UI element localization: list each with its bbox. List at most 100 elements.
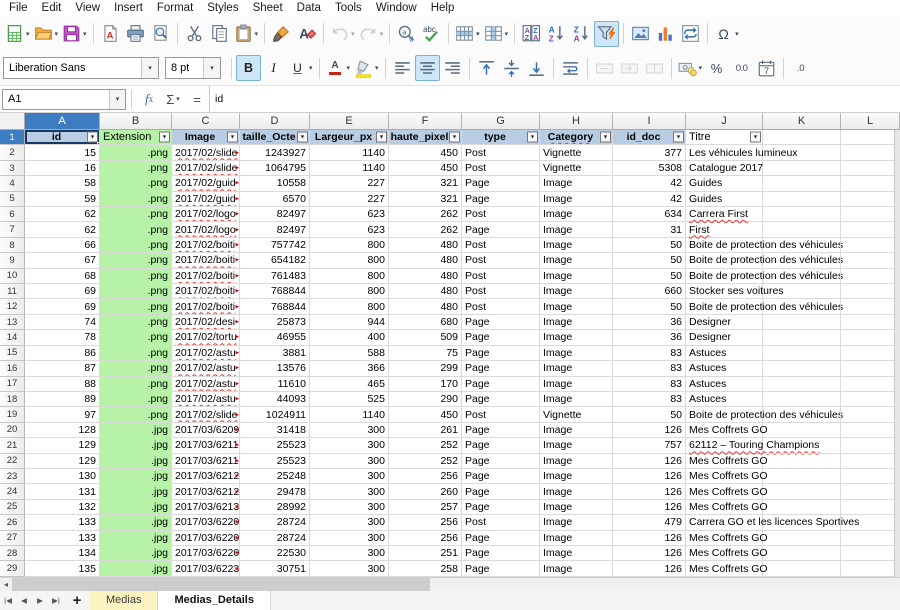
cell-E9[interactable]: 800 — [310, 253, 389, 269]
cell-A19[interactable]: 97 — [25, 407, 100, 423]
header-cell-taille_octe[interactable]: taille_Octe ▼ — [240, 130, 310, 146]
empty-cell[interactable] — [763, 191, 841, 208]
empty-cell[interactable] — [763, 130, 841, 146]
cell-A27[interactable]: 133 — [25, 530, 100, 546]
cell-C17[interactable]: 2017/02/astu ▸ — [172, 376, 240, 392]
empty-cell[interactable] — [841, 130, 900, 146]
row-header-29[interactable]: 29 — [0, 561, 25, 577]
empty-cell[interactable] — [841, 145, 900, 161]
cell-F6[interactable]: 262 — [389, 207, 462, 223]
cell-B2[interactable]: .png — [100, 145, 172, 161]
column-header-K[interactable]: K — [763, 113, 841, 130]
cell-B20[interactable]: .jpg — [100, 422, 172, 439]
cell-E18[interactable]: 525 — [310, 391, 389, 408]
new-button-dropdown-icon[interactable]: ▾ — [26, 30, 30, 38]
empty-cell[interactable] — [763, 453, 841, 469]
italic-button[interactable]: I — [261, 55, 286, 81]
empty-cell[interactable] — [841, 330, 900, 346]
cell-E3[interactable]: 1140 — [310, 160, 389, 177]
cell-B24[interactable]: .jpg — [100, 484, 172, 500]
cell-A18[interactable]: 89 — [25, 391, 100, 408]
cell-F24[interactable]: 260 — [389, 484, 462, 500]
cell-A28[interactable]: 134 — [25, 545, 100, 562]
cell-G17[interactable]: Page — [462, 376, 540, 392]
row-header-14[interactable]: 14 — [0, 330, 25, 346]
cell-F28[interactable]: 251 — [389, 545, 462, 562]
cell-G2[interactable]: Post — [462, 145, 540, 161]
cell-B22[interactable]: .jpg — [100, 453, 172, 469]
cell-B14[interactable]: .png — [100, 330, 172, 346]
cell-C28[interactable]: 2017/03/6220 ▸ — [172, 545, 240, 562]
cell-G3[interactable]: Post — [462, 160, 540, 177]
cell-A5[interactable]: 59 — [25, 191, 100, 208]
cell-B16[interactable]: .png — [100, 361, 172, 377]
cell-G20[interactable]: Page — [462, 422, 540, 439]
empty-cell[interactable] — [763, 145, 841, 161]
redo-button-dropdown-icon[interactable]: ▾ — [379, 30, 384, 38]
cell-B4[interactable]: .png — [100, 176, 172, 192]
highlight-color-button[interactable]: ▾ — [352, 55, 381, 81]
row-header-12[interactable]: 12 — [0, 299, 25, 315]
first-sheet-button[interactable]: |◀ — [4, 595, 12, 605]
cell-F21[interactable]: 252 — [389, 438, 462, 454]
cell-H27[interactable]: Image — [540, 530, 613, 546]
empty-cell[interactable] — [841, 345, 900, 362]
cell-A9[interactable]: 67 — [25, 253, 100, 269]
align-top-button[interactable] — [474, 55, 499, 81]
row-header-26[interactable]: 26 — [0, 515, 25, 531]
cell-C26[interactable]: 2017/03/6220 ▸ — [172, 515, 240, 531]
cell-J26[interactable]: Carrera GO et les licences Sportives — [686, 515, 859, 531]
cell-E5[interactable]: 227 — [310, 191, 389, 208]
empty-cell[interactable] — [763, 284, 841, 300]
header-cell-id_doc[interactable]: id_doc ▼ — [613, 130, 686, 146]
empty-cell[interactable] — [763, 484, 841, 500]
cell-C5[interactable]: 2017/02/guid ▸ — [172, 191, 240, 208]
empty-cell[interactable] — [763, 499, 841, 516]
special-character-button-dropdown-icon[interactable]: ▾ — [735, 30, 739, 38]
cell-E2[interactable]: 1140 — [310, 145, 389, 161]
cell-A13[interactable]: 74 — [25, 314, 100, 331]
cell-H11[interactable]: Image — [540, 284, 613, 300]
cell-B5[interactable]: .png — [100, 191, 172, 208]
date-format-button[interactable]: 7 — [754, 55, 779, 81]
spelling-button[interactable]: abc — [419, 21, 444, 47]
cell-G14[interactable]: Page — [462, 330, 540, 346]
row-header-1[interactable]: 1 — [0, 130, 25, 146]
cell-J27[interactable]: Mes Coffrets GO — [686, 530, 768, 546]
cell-E8[interactable]: 800 — [310, 237, 389, 254]
empty-cell[interactable] — [841, 376, 900, 392]
menu-sheet[interactable]: Sheet — [252, 2, 283, 14]
cell-F18[interactable]: 290 — [389, 391, 462, 408]
currency-button-dropdown-icon[interactable]: ▾ — [698, 65, 703, 72]
cell-B3[interactable]: .png — [100, 160, 172, 177]
cell-D13[interactable]: 25873 — [240, 314, 310, 331]
cell-I9[interactable]: 50 — [613, 253, 686, 269]
row-header-11[interactable]: 11 — [0, 284, 25, 300]
cell-I16[interactable]: 83 — [613, 361, 686, 377]
cell-D14[interactable]: 46955 — [240, 330, 310, 346]
cell-C15[interactable]: 2017/02/astu ▸ — [172, 345, 240, 362]
row-button[interactable]: ▾ — [453, 21, 482, 47]
cell-C13[interactable]: 2017/02/desi ▸ — [172, 314, 240, 331]
clone-formatting-button[interactable] — [269, 21, 294, 47]
cell-G23[interactable]: Page — [462, 468, 540, 485]
row-header-22[interactable]: 22 — [0, 453, 25, 469]
cell-B9[interactable]: .png — [100, 253, 172, 269]
empty-cell[interactable] — [841, 299, 900, 315]
row-header-21[interactable]: 21 — [0, 438, 25, 454]
cell-G21[interactable]: Page — [462, 438, 540, 454]
cell-A11[interactable]: 69 — [25, 284, 100, 300]
cell-H28[interactable]: Image — [540, 545, 613, 562]
empty-cell[interactable] — [763, 176, 841, 192]
cell-J25[interactable]: Mes Coffrets GO — [686, 499, 768, 516]
cell-C12[interactable]: 2017/02/boiti ▸ — [172, 299, 240, 315]
row-header-25[interactable]: 25 — [0, 499, 25, 516]
cell-I15[interactable]: 83 — [613, 345, 686, 362]
save-button[interactable]: ▾ — [60, 21, 89, 47]
cell-G22[interactable]: Page — [462, 453, 540, 469]
cell-C23[interactable]: 2017/03/6212 ▸ — [172, 468, 240, 485]
cell-H7[interactable]: Image — [540, 222, 613, 238]
font-name-select[interactable]: Liberation Sans ▾ — [3, 57, 159, 79]
cell-F15[interactable]: 75 — [389, 345, 462, 362]
cell-J4[interactable]: Guides — [686, 176, 763, 192]
